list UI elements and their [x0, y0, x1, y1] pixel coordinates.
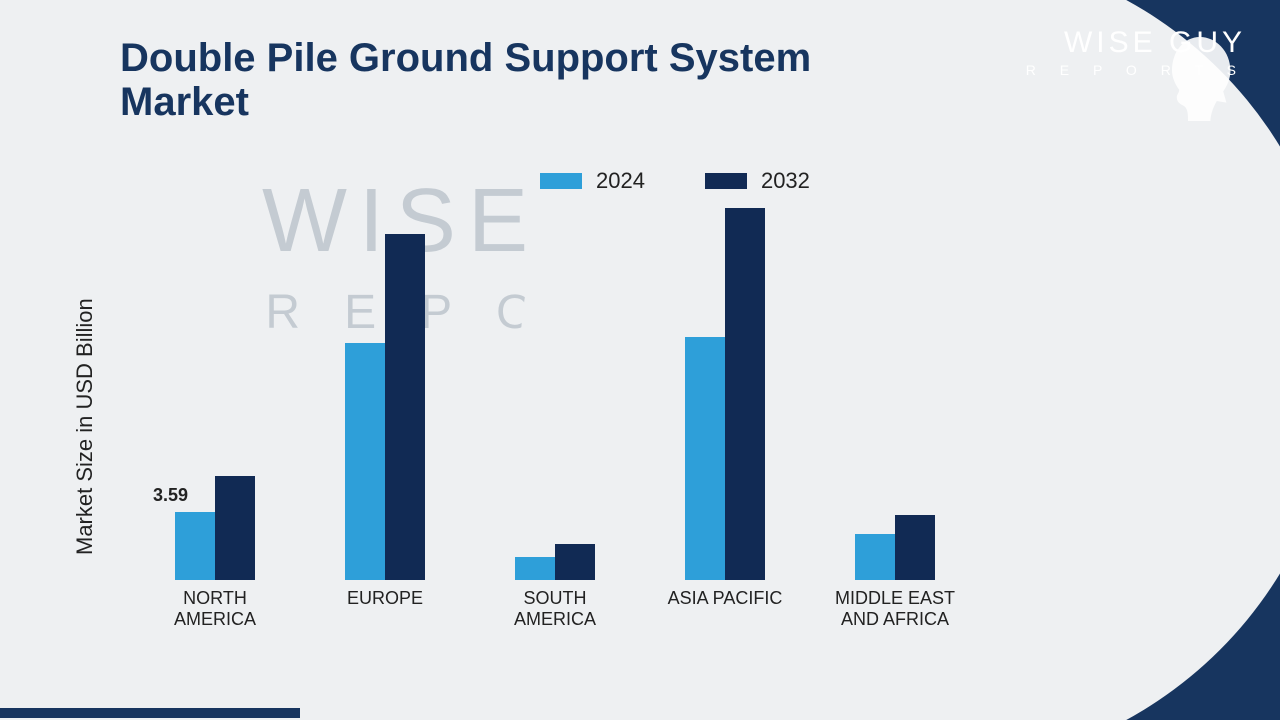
x-axis-label: EUROPE — [315, 588, 455, 609]
x-axis-label: MIDDLE EAST AND AFRICA — [825, 588, 965, 629]
bar-2024 — [855, 534, 895, 580]
x-axis-label: NORTH AMERICA — [145, 588, 285, 629]
chart-title: Double Pile Ground Support System Market — [120, 36, 880, 124]
bar-2032 — [895, 515, 935, 580]
value-callout: 3.59 — [153, 485, 188, 506]
plot-area: NORTH AMERICA3.59EUROPESOUTH AMERICAASIA… — [110, 200, 950, 580]
legend-item-2032: 2032 — [705, 168, 810, 194]
bar-2024 — [345, 343, 385, 581]
x-axis-label: ASIA PACIFIC — [655, 588, 795, 609]
bottom-accent-bar — [0, 708, 300, 718]
bar-2032 — [555, 544, 595, 580]
legend-label-2024: 2024 — [596, 168, 645, 194]
chart-canvas: WISE GUY REPORTS Double Pile Ground Supp… — [0, 0, 1280, 720]
bar-pair — [855, 515, 935, 580]
bar-2024 — [685, 337, 725, 580]
legend-label-2032: 2032 — [761, 168, 810, 194]
x-axis-label: SOUTH AMERICA — [485, 588, 625, 629]
brand-logo: WISE GUY R E P O R T S — [1026, 26, 1246, 78]
legend-swatch-2032 — [705, 173, 747, 189]
y-axis-label: Market Size in USD Billion — [72, 298, 98, 555]
bar-2024 — [175, 512, 215, 580]
legend-swatch-2024 — [540, 173, 582, 189]
bar-2032 — [385, 234, 425, 580]
bar-pair — [515, 544, 595, 580]
bar-2024 — [515, 557, 555, 580]
bar-2032 — [725, 208, 765, 580]
legend-item-2024: 2024 — [540, 168, 645, 194]
legend: 2024 2032 — [540, 168, 810, 194]
bar-pair — [345, 234, 425, 580]
bar-2032 — [215, 476, 255, 581]
bar-pair — [685, 208, 765, 580]
logo-head-icon — [1156, 32, 1236, 122]
content-layer: Double Pile Ground Support System Market… — [0, 0, 1280, 720]
